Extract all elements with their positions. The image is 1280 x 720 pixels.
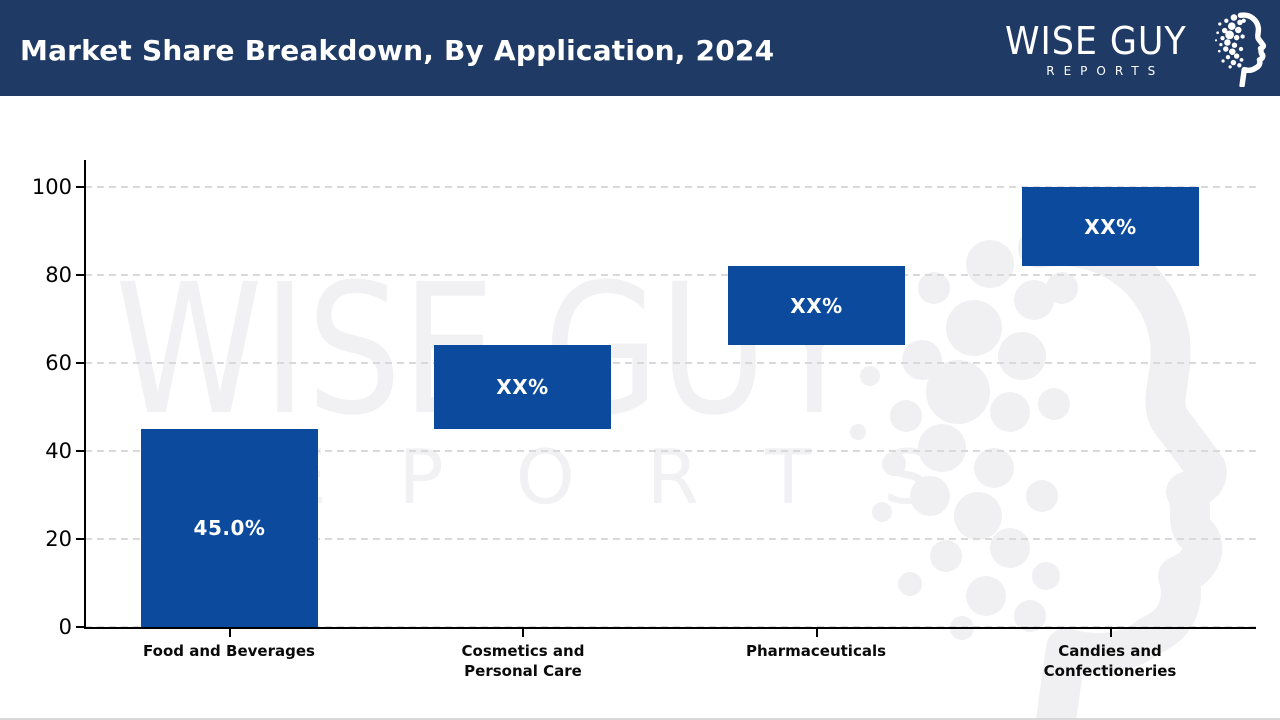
gridline (85, 450, 1256, 452)
x-label-cosmetics-and-personal-care: Cosmetics and Personal Care (393, 641, 653, 681)
bar-candies-and-confectioneries: XX% (1022, 187, 1199, 267)
chart-area: WISE GUY REPORTS 45.0% XX% XX% XX% 0 20 40… (0, 96, 1280, 718)
bar-pharmaceuticals: XX% (728, 266, 905, 346)
x-label-line: Candies and (1058, 642, 1162, 660)
plot: 45.0% XX% XX% XX% (85, 160, 1256, 628)
bar-value-label: XX% (496, 375, 549, 400)
x-tick-mark (521, 629, 524, 637)
bar-value-label: XX% (790, 293, 843, 318)
x-tick-mark (1109, 629, 1112, 637)
x-label-line: Pharmaceuticals (745, 642, 887, 660)
x-label-pharmaceuticals: Pharmaceuticals (686, 641, 946, 661)
bar-value-label: 45.0% (193, 516, 266, 540)
x-axis-spine (84, 627, 1256, 629)
logo-text: WISE GUY REPORTS (1005, 22, 1202, 77)
logo-wordmark: WISE GUY (1004, 18, 1187, 63)
gridline (85, 538, 1256, 540)
logo-face-icon (1206, 11, 1270, 87)
y-tick-mark (76, 362, 85, 364)
x-label-candies-and-confectioneries: Candies and Confectioneries (980, 641, 1240, 681)
y-tick-mark (76, 450, 85, 452)
y-tick-label: 40 (45, 439, 72, 463)
y-tick-mark (76, 626, 85, 628)
bar-cosmetics-and-personal-care: XX% (434, 345, 611, 429)
x-tick-mark (815, 629, 818, 637)
gridline (85, 274, 1256, 276)
wise-guy-logo: WISE GUY REPORTS (1005, 8, 1270, 90)
y-tick-mark (76, 274, 85, 276)
y-tick-label: 100 (31, 175, 72, 199)
x-label-line: Food and Beverages (143, 642, 315, 660)
gridline (85, 186, 1256, 188)
y-tick-label: 60 (45, 351, 72, 375)
x-label-line: Confectioneries (1043, 662, 1177, 680)
y-axis-spine (84, 160, 86, 629)
x-tick-mark (228, 629, 231, 637)
bar-value-label: XX% (1084, 214, 1137, 239)
logo-subtitle: REPORTS (1046, 63, 1165, 78)
bar-food-and-beverages: 45.0% (141, 429, 318, 627)
header: Market Share Breakdown, By Application, … (0, 0, 1280, 96)
y-tick-label: 80 (45, 263, 72, 287)
y-tick-label: 20 (45, 527, 72, 551)
y-tick-label: 0 (58, 615, 72, 639)
y-tick-mark (76, 538, 85, 540)
gridline (85, 362, 1256, 364)
page-title: Market Share Breakdown, By Application, … (20, 34, 775, 67)
x-label-line: Personal Care (464, 662, 582, 680)
y-tick-mark (76, 186, 85, 188)
x-label-food-and-beverages: Food and Beverages (99, 641, 359, 661)
x-label-line: Cosmetics and (461, 642, 585, 660)
